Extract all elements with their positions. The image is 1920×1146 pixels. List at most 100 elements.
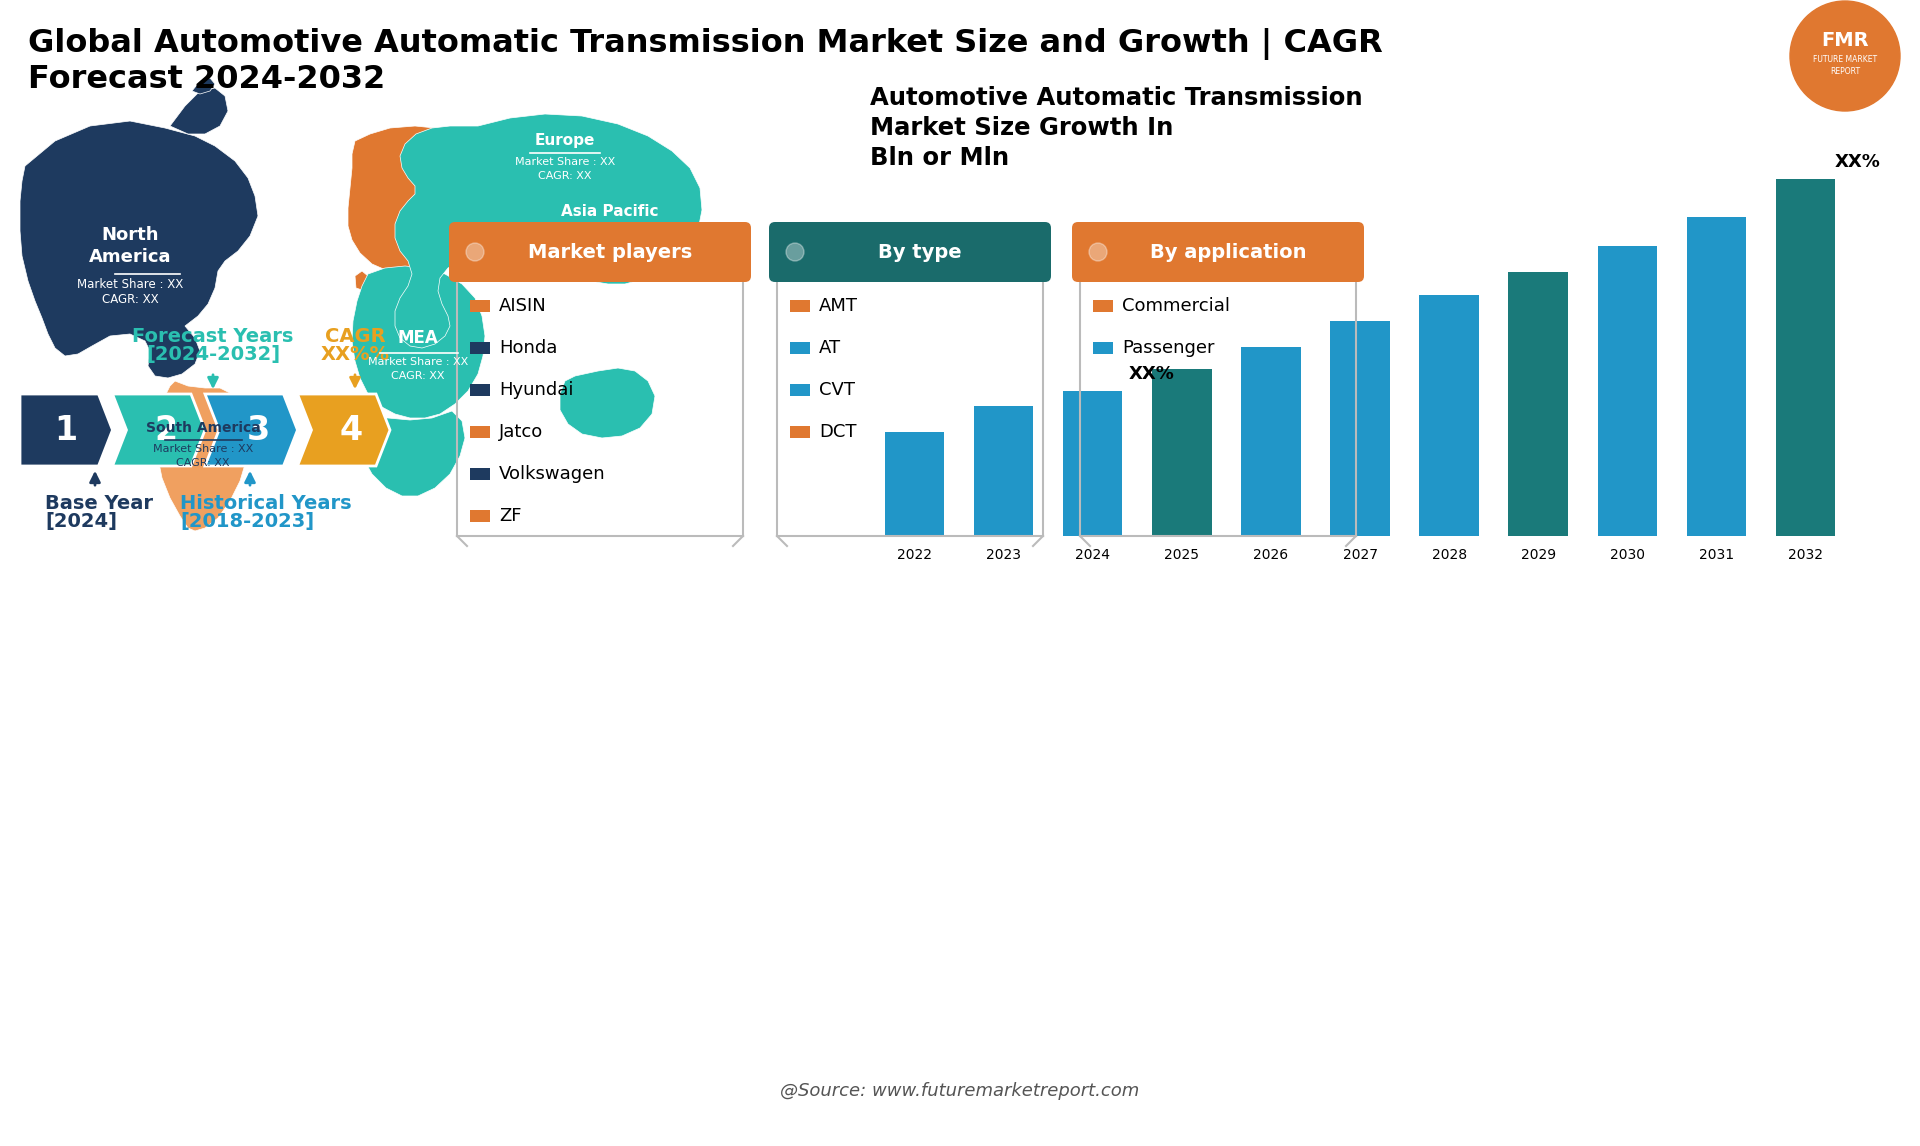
Text: XX%: XX% — [1836, 154, 1882, 172]
Text: AT: AT — [820, 339, 841, 358]
FancyBboxPatch shape — [770, 222, 1050, 282]
Text: ✦: ✦ — [1839, 6, 1860, 30]
Polygon shape — [298, 394, 390, 466]
Bar — [973, 406, 1033, 536]
Text: Market Share : XX: Market Share : XX — [369, 358, 468, 367]
Text: By type: By type — [877, 243, 962, 261]
Text: Hyundai: Hyundai — [499, 380, 574, 399]
Circle shape — [1789, 1, 1901, 111]
Text: XX%: XX% — [1129, 366, 1175, 383]
Text: 4: 4 — [340, 414, 363, 447]
Text: 2031: 2031 — [1699, 548, 1734, 562]
Text: CAGR: XX: CAGR: XX — [392, 371, 445, 380]
Text: 2: 2 — [154, 414, 177, 447]
Text: CAGR: CAGR — [324, 327, 386, 346]
Text: CAGR: XX: CAGR: XX — [538, 171, 591, 181]
Text: 2030: 2030 — [1609, 548, 1645, 562]
Bar — [470, 510, 490, 521]
Text: By application: By application — [1150, 243, 1306, 261]
Text: Market Share : XX: Market Share : XX — [561, 228, 660, 238]
Text: CAGR: XX: CAGR: XX — [584, 242, 637, 252]
Bar — [1152, 369, 1212, 536]
Text: South America: South America — [146, 421, 261, 435]
Text: FUTURE MARKET: FUTURE MARKET — [1812, 55, 1878, 64]
Bar — [1240, 346, 1300, 536]
Polygon shape — [157, 380, 248, 531]
Text: Market Share : XX: Market Share : XX — [154, 444, 253, 454]
Polygon shape — [171, 88, 228, 134]
Text: 2032: 2032 — [1788, 548, 1822, 562]
Text: DCT: DCT — [820, 423, 856, 441]
Text: 2027: 2027 — [1342, 548, 1377, 562]
Text: Forecast 2024-2032: Forecast 2024-2032 — [29, 64, 386, 95]
Text: [2024]: [2024] — [44, 512, 117, 531]
Text: CVT: CVT — [820, 380, 854, 399]
Bar — [470, 426, 490, 438]
Circle shape — [1089, 243, 1108, 261]
Text: Commercial: Commercial — [1121, 297, 1231, 315]
Circle shape — [785, 243, 804, 261]
Bar — [1331, 321, 1390, 536]
Text: Automotive Automatic Transmission: Automotive Automatic Transmission — [870, 86, 1363, 110]
Bar — [470, 342, 490, 354]
Text: CAGR: XX: CAGR: XX — [102, 293, 157, 306]
Text: CAGR: XX: CAGR: XX — [177, 458, 230, 468]
Bar — [789, 384, 810, 397]
Polygon shape — [19, 394, 113, 466]
Bar — [470, 384, 490, 397]
Text: Asia Pacific: Asia Pacific — [561, 204, 659, 219]
Polygon shape — [192, 78, 215, 94]
Bar — [789, 342, 810, 354]
Polygon shape — [561, 368, 655, 438]
Polygon shape — [396, 113, 703, 348]
Text: AISIN: AISIN — [499, 297, 547, 315]
Text: Historical Years: Historical Years — [180, 494, 351, 513]
Bar — [885, 432, 945, 536]
Bar — [1064, 391, 1123, 536]
Polygon shape — [357, 411, 465, 496]
Polygon shape — [205, 394, 298, 466]
Bar — [1686, 217, 1745, 536]
Bar — [1092, 342, 1114, 354]
Text: ✂: ✂ — [732, 266, 749, 286]
FancyBboxPatch shape — [449, 222, 751, 282]
Text: 2022: 2022 — [897, 548, 931, 562]
Bar — [1419, 295, 1478, 536]
Text: Jatco: Jatco — [499, 423, 543, 441]
Bar — [1776, 180, 1836, 536]
Polygon shape — [351, 266, 486, 418]
Polygon shape — [355, 270, 372, 291]
Text: Bln or Mln: Bln or Mln — [870, 146, 1010, 170]
Text: REPORT: REPORT — [1830, 66, 1860, 76]
Circle shape — [467, 243, 484, 261]
Text: Honda: Honda — [499, 339, 557, 358]
Bar — [470, 300, 490, 312]
Text: XX%%: XX%% — [321, 345, 390, 364]
Bar — [1509, 273, 1569, 536]
Text: Base Year: Base Year — [44, 494, 154, 513]
Text: [2024-2032]: [2024-2032] — [146, 345, 280, 364]
Text: @Source: www.futuremarketreport.com: @Source: www.futuremarketreport.com — [780, 1082, 1140, 1100]
Polygon shape — [348, 126, 474, 274]
Text: 2026: 2026 — [1254, 548, 1288, 562]
Bar — [470, 468, 490, 480]
Text: Market Share : XX: Market Share : XX — [515, 157, 614, 167]
Bar — [789, 300, 810, 312]
Text: ZF: ZF — [499, 507, 522, 525]
Text: Volkswagen: Volkswagen — [499, 465, 605, 482]
Text: FMR: FMR — [1822, 31, 1868, 49]
Text: Market Size Growth In: Market Size Growth In — [870, 116, 1173, 140]
Text: 3: 3 — [246, 414, 271, 447]
Text: North
America: North America — [88, 226, 171, 266]
Bar — [1597, 246, 1657, 536]
Text: 2028: 2028 — [1432, 548, 1467, 562]
Bar — [1092, 300, 1114, 312]
Text: 1: 1 — [54, 414, 79, 447]
Text: Market Share : XX: Market Share : XX — [77, 278, 182, 291]
Text: Europe: Europe — [536, 133, 595, 149]
Text: 2023: 2023 — [987, 548, 1021, 562]
Text: MEA: MEA — [397, 329, 438, 347]
Text: 2025: 2025 — [1164, 548, 1200, 562]
Text: [2018-2023]: [2018-2023] — [180, 512, 315, 531]
Text: 2024: 2024 — [1075, 548, 1110, 562]
